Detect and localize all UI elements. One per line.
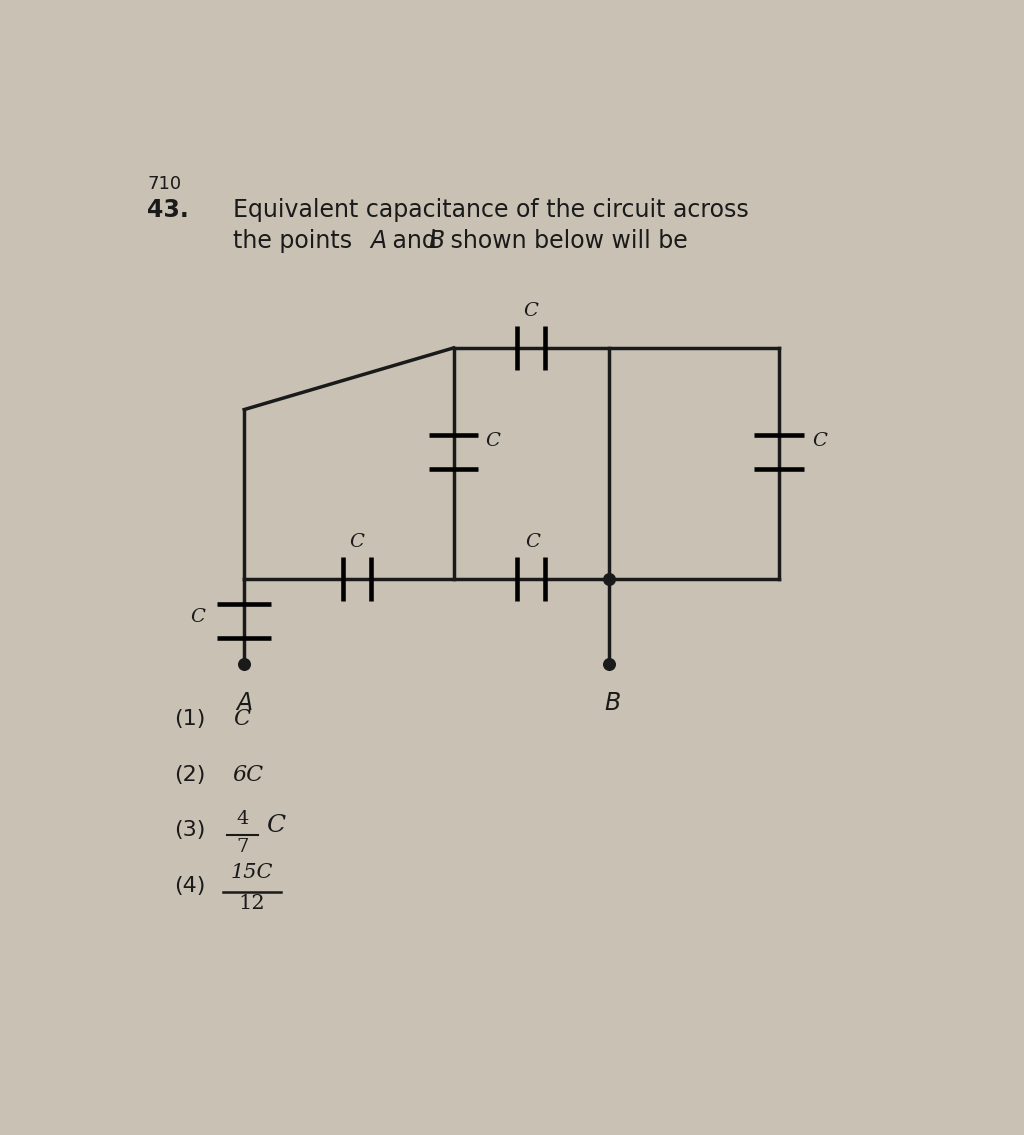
Text: (1): (1) xyxy=(174,709,206,730)
Text: 7: 7 xyxy=(237,838,249,856)
Text: 12: 12 xyxy=(239,894,265,914)
Text: C: C xyxy=(812,431,826,449)
Text: the points: the points xyxy=(232,228,359,253)
Text: A: A xyxy=(237,690,252,715)
Point xyxy=(600,570,616,588)
Text: C: C xyxy=(523,302,539,320)
Text: C: C xyxy=(525,532,540,550)
Text: Equivalent capacitance of the circuit across: Equivalent capacitance of the circuit ac… xyxy=(232,197,749,221)
Text: 4: 4 xyxy=(237,809,249,827)
Text: C: C xyxy=(190,608,205,627)
Text: shown below will be: shown below will be xyxy=(442,228,687,253)
Text: C: C xyxy=(484,431,500,449)
Text: and: and xyxy=(385,228,444,253)
Text: C: C xyxy=(349,532,365,550)
Point xyxy=(237,655,253,673)
Text: C: C xyxy=(265,814,285,838)
Text: 6C: 6C xyxy=(232,764,264,785)
Text: (3): (3) xyxy=(174,821,206,840)
Text: B: B xyxy=(428,228,444,253)
Text: 15C: 15C xyxy=(230,864,273,883)
Text: (4): (4) xyxy=(174,875,206,896)
Point xyxy=(600,655,616,673)
Text: C: C xyxy=(232,708,250,730)
Text: (2): (2) xyxy=(174,765,206,784)
Text: 43.: 43. xyxy=(147,197,189,221)
Text: A: A xyxy=(371,228,387,253)
Text: 710: 710 xyxy=(147,175,181,193)
Text: B: B xyxy=(604,690,621,715)
